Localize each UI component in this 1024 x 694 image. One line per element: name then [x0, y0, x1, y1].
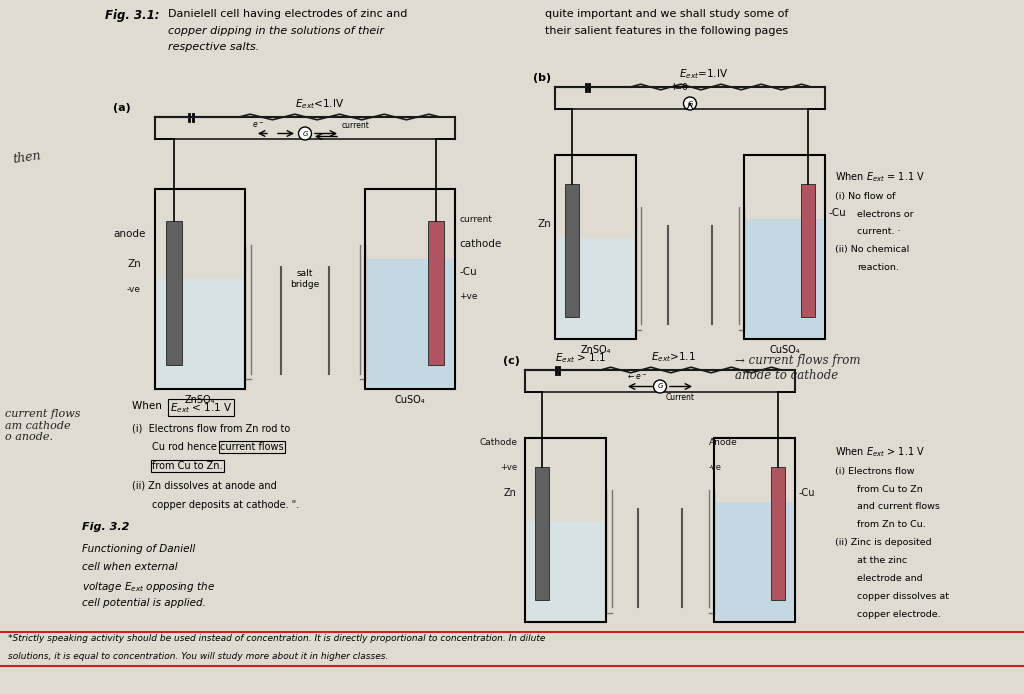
Text: current: current: [342, 121, 370, 130]
Text: salt
bridge: salt bridge: [291, 269, 319, 289]
Text: (ii) Zinc is deposited: (ii) Zinc is deposited: [835, 539, 932, 548]
Bar: [744, 155, 825, 339]
Bar: [367, 259, 453, 389]
Bar: [155, 189, 245, 389]
Text: $E_{ext}$=1.IV: $E_{ext}$=1.IV: [679, 67, 728, 81]
Text: Zn: Zn: [504, 488, 517, 498]
Text: from Cu to Zn.: from Cu to Zn.: [152, 461, 222, 471]
Text: then: then: [12, 149, 42, 166]
Bar: [525, 438, 606, 622]
Text: -ve: -ve: [709, 464, 722, 473]
Text: +ve: +ve: [500, 464, 517, 473]
Bar: [157, 279, 243, 389]
Circle shape: [683, 97, 696, 110]
Bar: [428, 221, 444, 365]
Text: Cathode: Cathode: [479, 438, 517, 447]
Bar: [365, 189, 455, 389]
Text: Current: Current: [666, 393, 694, 403]
Text: G: G: [657, 384, 663, 389]
Text: Fig. 3.2: Fig. 3.2: [82, 522, 129, 532]
Text: I=0: I=0: [672, 83, 688, 92]
Text: G: G: [687, 101, 692, 106]
Text: +ve: +ve: [459, 292, 477, 301]
Bar: [527, 520, 604, 622]
Text: (i) Electrons flow: (i) Electrons flow: [835, 467, 914, 476]
Text: copper deposits at cathode. ".: copper deposits at cathode. ".: [152, 500, 299, 510]
Text: -ve: -ve: [127, 285, 141, 294]
Text: $e^-$: $e^-$: [252, 120, 264, 130]
Text: quite important and we shall study some of: quite important and we shall study some …: [545, 9, 788, 19]
Text: (c): (c): [503, 356, 520, 366]
Bar: [801, 185, 815, 317]
Text: -Cu: -Cu: [829, 208, 847, 217]
Text: their salient features in the following pages: their salient features in the following …: [545, 26, 788, 36]
Text: CuSO₄: CuSO₄: [394, 395, 425, 405]
Text: ZnSO₄: ZnSO₄: [184, 395, 215, 405]
Text: current. ·: current. ·: [857, 227, 900, 236]
Text: reaction.: reaction.: [857, 263, 899, 272]
Text: copper dissolves at: copper dissolves at: [857, 593, 949, 602]
Bar: [535, 468, 549, 600]
Text: $E_{ext}$ > 1.1: $E_{ext}$ > 1.1: [555, 351, 606, 365]
Text: (a): (a): [113, 103, 131, 113]
Text: electrons or: electrons or: [857, 210, 913, 219]
Text: -Cu: -Cu: [459, 266, 477, 276]
Text: current flows
am cathode
o anode.: current flows am cathode o anode.: [5, 409, 81, 442]
Bar: [564, 185, 580, 317]
Text: Anode: Anode: [709, 438, 737, 447]
Text: (i) No flow of: (i) No flow of: [835, 192, 896, 201]
Text: When $E_{ext}$ = 1.1 V: When $E_{ext}$ = 1.1 V: [835, 170, 925, 183]
Text: respective salts.: respective salts.: [168, 42, 259, 52]
Text: G: G: [302, 130, 307, 137]
Text: → current flows from
anode to cathode: → current flows from anode to cathode: [735, 354, 860, 382]
Text: from Zn to Cu.: from Zn to Cu.: [857, 520, 926, 530]
Text: When $E_{ext}$ > 1.1 V: When $E_{ext}$ > 1.1 V: [835, 446, 925, 459]
Text: copper electrode.: copper electrode.: [857, 610, 941, 619]
Bar: [746, 219, 823, 339]
Bar: [716, 502, 793, 622]
Text: and current flows: and current flows: [857, 502, 940, 511]
Bar: [771, 468, 785, 600]
Text: solutions, it is equal to concentration. You will study more about it in higher : solutions, it is equal to concentration.…: [8, 652, 388, 661]
Text: $E_{ext}$<1.IV: $E_{ext}$<1.IV: [296, 97, 344, 111]
Text: current flows: current flows: [220, 442, 284, 452]
Text: Danielell cell having electrodes of zinc and: Danielell cell having electrodes of zinc…: [168, 9, 408, 19]
Text: at the zinc: at the zinc: [857, 557, 907, 566]
Text: from Cu to Zn: from Cu to Zn: [857, 485, 923, 494]
Circle shape: [299, 127, 311, 140]
Bar: [166, 221, 182, 365]
Text: -Cu: -Cu: [799, 488, 815, 498]
Bar: [557, 238, 634, 339]
Text: CuSO₄: CuSO₄: [769, 345, 800, 355]
Text: anode: anode: [113, 229, 145, 239]
Bar: [555, 155, 636, 339]
Text: electrode and: electrode and: [857, 575, 923, 584]
Text: current: current: [459, 214, 492, 223]
Text: ZnSO₄: ZnSO₄: [581, 345, 610, 355]
Text: Cu rod hence: Cu rod hence: [152, 442, 220, 452]
Text: $E_{ext}$ < 1.1 V: $E_{ext}$ < 1.1 V: [170, 401, 232, 415]
Circle shape: [653, 380, 667, 393]
Text: (b): (b): [534, 73, 551, 83]
Text: Functioning of Daniell: Functioning of Daniell: [82, 544, 196, 554]
Text: When: When: [132, 401, 165, 411]
Text: (ii) No chemical: (ii) No chemical: [835, 245, 909, 254]
Text: copper dipping in the solutions of their: copper dipping in the solutions of their: [168, 26, 384, 36]
Text: cell when external: cell when external: [82, 562, 177, 572]
Text: Zn: Zn: [127, 259, 140, 269]
Text: *Strictly speaking activity should be used instead of concentration. It is direc: *Strictly speaking activity should be us…: [8, 634, 546, 643]
Text: (ii) Zn dissolves at anode and: (ii) Zn dissolves at anode and: [132, 481, 276, 491]
Text: voltage $E_{ext}$ opposing the: voltage $E_{ext}$ opposing the: [82, 580, 215, 594]
Text: (i)  Electrons flow from Zn rod to: (i) Electrons flow from Zn rod to: [132, 423, 290, 433]
Text: cathode: cathode: [459, 239, 502, 249]
Bar: [714, 438, 795, 622]
Text: Fig. 3.1:: Fig. 3.1:: [105, 9, 160, 22]
Text: $\leftarrow e^-$: $\leftarrow e^-$: [627, 373, 648, 382]
Text: cell potential is applied.: cell potential is applied.: [82, 598, 206, 608]
Text: Zn: Zn: [537, 219, 551, 229]
Text: $E_{ext}$>1.1: $E_{ext}$>1.1: [651, 350, 696, 364]
